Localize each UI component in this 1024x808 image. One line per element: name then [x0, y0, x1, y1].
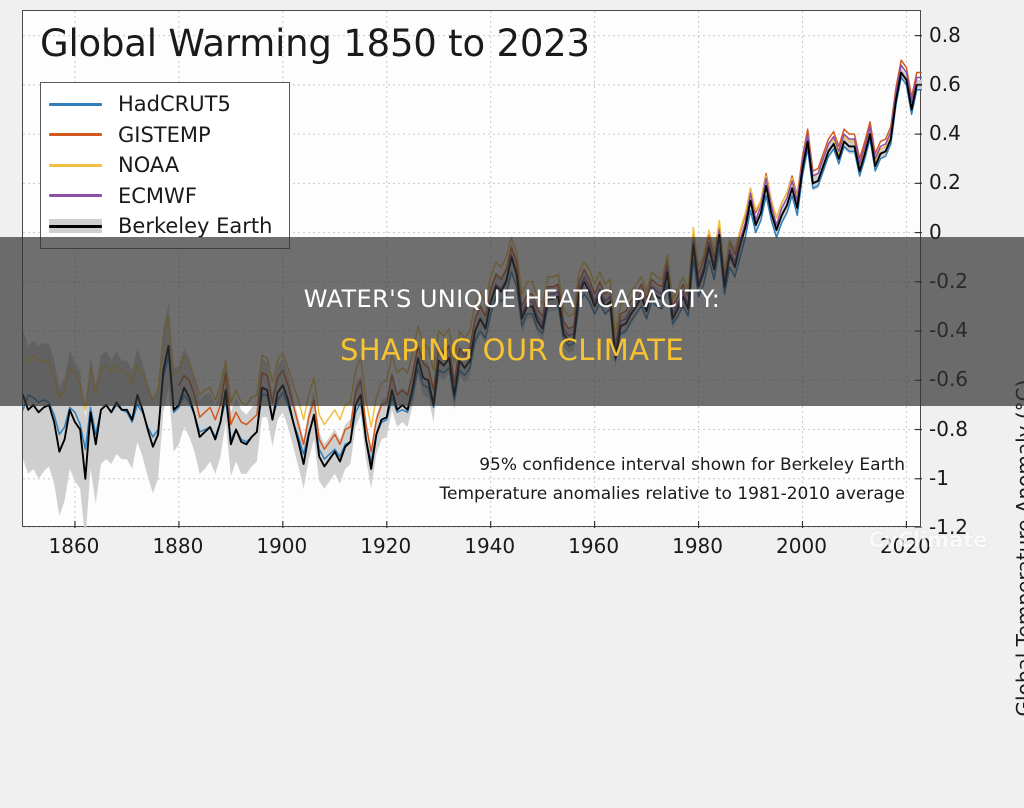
overlay-subheadline: SHAPING OUR CLIMATE	[339, 333, 685, 367]
legend-label-noaa: NOAA	[118, 153, 180, 178]
legend-swatch-berkeley-earth	[49, 217, 102, 235]
y-tick-label: 0.4	[929, 121, 961, 146]
x-tick-label: 1900	[256, 534, 308, 558]
x-tick-label: 1980	[672, 534, 723, 558]
chart-screenshot: Global Warming 1850 to 2023 HadCRUT5 GIS…	[0, 10, 1024, 717]
watermark: CyClimate	[868, 528, 988, 552]
y-tick-label: -1.2	[929, 515, 969, 539]
x-tick-label: 1920	[360, 534, 412, 558]
legend-item-hadcrut5[interactable]: HadCRUT5	[49, 89, 279, 120]
x-tick-label: 2020	[879, 534, 931, 558]
chart-legend: HadCRUT5 GISTEMP NOAA ECMWF Berkele	[40, 82, 290, 249]
y-tick-label: -1	[929, 465, 949, 490]
legend-swatch-gistemp	[49, 126, 102, 144]
legend-label-hadcrut5: HadCRUT5	[118, 92, 231, 117]
legend-label-gistemp: GISTEMP	[118, 122, 211, 147]
legend-label-berkeley-earth: Berkeley Earth	[118, 214, 273, 239]
annotation-baseline: Temperature anomalies relative to 1981-2…	[439, 484, 905, 504]
legend-swatch-noaa	[49, 156, 102, 174]
legend-item-berkeley-earth[interactable]: Berkeley Earth	[49, 211, 279, 242]
overlay-banner	[0, 237, 1024, 406]
legend-swatch-hadcrut5	[49, 95, 102, 113]
annotation-confidence-interval: 95% confidence interval shown for Berkel…	[479, 455, 905, 475]
x-tick-label: 1940	[464, 534, 516, 558]
legend-label-ecmwf: ECMWF	[118, 183, 197, 208]
legend-item-gistemp[interactable]: GISTEMP	[49, 120, 279, 151]
x-tick-label: 1860	[48, 534, 100, 558]
y-tick-label: 0.6	[929, 71, 961, 96]
legend-item-ecmwf[interactable]: ECMWF	[49, 181, 279, 212]
x-tick-label: 1880	[152, 534, 204, 558]
x-tick-label: 2000	[776, 534, 827, 558]
y-tick-label: 0.2	[929, 170, 961, 195]
legend-item-noaa[interactable]: NOAA	[49, 150, 279, 181]
page-title: Global Warming 1850 to 2023	[40, 22, 590, 65]
y-tick-label: -0.8	[929, 416, 969, 441]
legend-swatch-ecmwf	[49, 187, 102, 205]
x-tick-label: 1960	[568, 534, 620, 558]
overlay-headline: WATER'S UNIQUE HEAT CAPACITY:	[303, 285, 721, 313]
y-tick-label: 0.8	[929, 22, 961, 47]
